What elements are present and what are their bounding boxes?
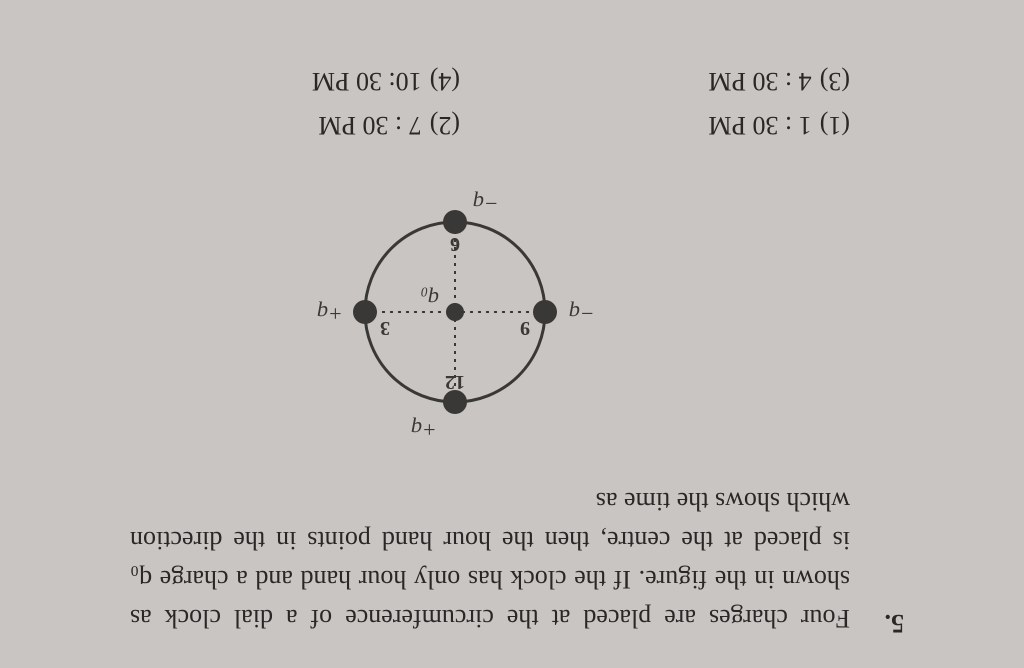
question-line: which shows the time as: [596, 487, 850, 516]
option-number: (2): [430, 110, 460, 140]
option-number: (3): [820, 66, 850, 96]
svg-text:3: 3: [380, 317, 390, 339]
svg-text:−q: −q: [473, 191, 499, 216]
option-text: 4 : 30 PM: [708, 66, 811, 96]
svg-text:+q: +q: [317, 301, 343, 326]
svg-text:6: 6: [450, 233, 460, 255]
option-text: 7 : 30 PM: [318, 110, 421, 140]
option-number: (1): [820, 110, 850, 140]
option-1: (1) 1 : 30 PM: [600, 110, 850, 140]
svg-text:12: 12: [445, 371, 465, 393]
option-text: 10: 30 PM: [312, 66, 422, 96]
question-line: Four charges are placed at the circumfer…: [286, 604, 850, 633]
svg-text:9: 9: [520, 317, 530, 339]
question-line: centre, then the hour hand points in the…: [130, 526, 670, 555]
question-block: 5. Four charges are placed at the circum…: [60, 66, 904, 638]
svg-text:−q: −q: [569, 301, 595, 326]
page-content: 5. Four charges are placed at the circum…: [0, 36, 1024, 668]
svg-text:q₀: q₀: [420, 287, 439, 312]
question-body: Four charges are placed at the circumfer…: [60, 66, 850, 638]
option-3: (3) 4 : 30 PM: [600, 66, 850, 96]
option-text: 1 : 30 PM: [708, 110, 811, 140]
question-number: 5.: [870, 66, 904, 638]
clock-diagram: q₀ 12 +q 3 +q 6 −q 9 −q: [60, 162, 850, 462]
question-text: Four charges are placed at the circumfer…: [130, 482, 850, 638]
clock-svg: q₀ 12 +q 3 +q 6 −q 9 −q: [305, 162, 605, 462]
option-2: (2) 7 : 30 PM: [210, 110, 460, 140]
option-number: (4): [430, 66, 460, 96]
option-4: (4) 10: 30 PM: [210, 66, 460, 96]
svg-text:+q: +q: [411, 417, 437, 442]
options-grid: (1) 1 : 30 PM (2) 7 : 30 PM (3) 4 : 30 P…: [210, 66, 850, 140]
